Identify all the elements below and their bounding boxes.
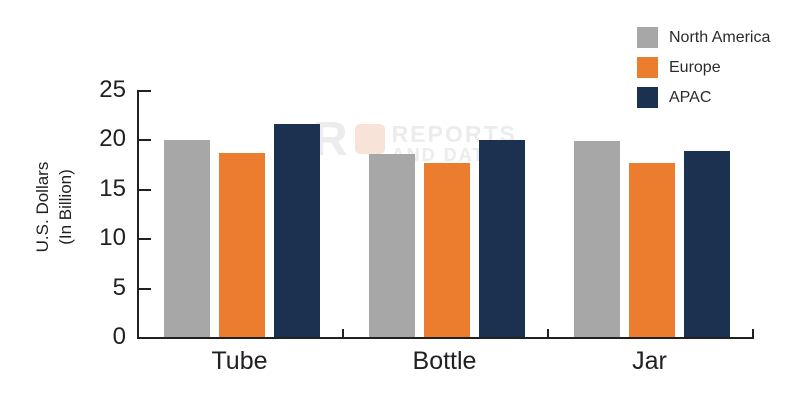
bar-north-america-tube [163, 140, 210, 337]
bar-group-jar [549, 90, 754, 337]
watermark-line1: REPORTS [391, 121, 517, 147]
legend-swatch-north-america [637, 27, 658, 48]
bar-group-bottle [344, 90, 549, 337]
bar-europe-jar [628, 163, 675, 337]
y-tick-label-5: 5 [112, 273, 126, 301]
legend-label-north-america: North America [669, 28, 771, 46]
x-category-label-jar: Jar [632, 347, 667, 375]
bar-group-tube [139, 90, 344, 337]
legend-label-apac: APAC [669, 88, 712, 106]
bar-north-america-bottle [368, 154, 415, 337]
y-tick-label-15: 15 [99, 174, 126, 202]
x-category-label-tube: Tube [211, 347, 268, 375]
plot-area [137, 90, 754, 339]
bar-europe-bottle [423, 163, 470, 337]
x-tick-2 [547, 329, 549, 337]
y-axis-title-line1: U.S. Dollars [33, 161, 53, 253]
x-tick-1 [342, 329, 344, 337]
y-tick-25 [139, 90, 151, 92]
y-tick-label-0: 0 [112, 323, 126, 350]
legend-row-north-america: North America [637, 27, 770, 48]
bar-europe-tube [218, 153, 265, 337]
legend-row-europe: Europe [637, 57, 770, 78]
legend-row-apac: APAC [637, 87, 770, 108]
legend: North America Europe APAC [637, 27, 770, 117]
y-tick-label-20: 20 [99, 125, 126, 153]
y-tick-5 [139, 287, 151, 290]
watermark-logo-square-icon [354, 124, 385, 154]
y-tick-20 [139, 139, 151, 142]
y-tick-15 [139, 188, 151, 191]
bar-north-america-jar [573, 141, 620, 337]
bar-apac-tube [273, 123, 320, 337]
legend-swatch-europe [637, 57, 658, 78]
x-category-label-bottle: Bottle [412, 347, 477, 375]
bar-apac-bottle [478, 140, 525, 337]
legend-swatch-apac [637, 87, 658, 108]
y-tick-10 [139, 238, 151, 241]
watermark: R REPORTS AND DATA [313, 116, 517, 166]
legend-label-europe: Europe [669, 58, 721, 76]
y-tick-label-10: 10 [99, 224, 126, 252]
watermark-line2: AND DATA [391, 145, 499, 165]
y-tick-label-25: 25 [99, 76, 126, 103]
watermark-text: REPORTS AND DATA [392, 123, 517, 166]
x-tick-3 [752, 329, 754, 337]
bar-apac-jar [683, 151, 730, 337]
